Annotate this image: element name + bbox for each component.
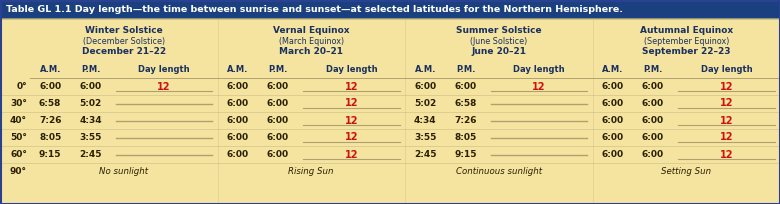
Text: 12: 12	[720, 99, 733, 109]
Text: 6:00: 6:00	[227, 133, 249, 142]
Text: 12: 12	[345, 150, 358, 160]
Text: Winter Solstice: Winter Solstice	[85, 26, 162, 35]
Text: 6:00: 6:00	[227, 99, 249, 108]
Text: 12: 12	[345, 82, 358, 92]
Text: 6:00: 6:00	[227, 82, 249, 91]
Text: 60°: 60°	[10, 150, 27, 159]
Text: 6:00: 6:00	[601, 133, 624, 142]
Text: December 21–22: December 21–22	[82, 47, 166, 56]
Text: 9:15: 9:15	[39, 150, 62, 159]
Text: 4:34: 4:34	[414, 116, 437, 125]
Text: 30°: 30°	[10, 99, 27, 108]
Text: 12: 12	[532, 82, 546, 92]
Text: 12: 12	[720, 133, 733, 143]
Text: Day length: Day length	[138, 65, 190, 74]
Text: 3:55: 3:55	[414, 133, 436, 142]
Text: 6:58: 6:58	[39, 99, 62, 108]
Text: 6:00: 6:00	[601, 150, 624, 159]
Text: 6:00: 6:00	[80, 82, 101, 91]
Text: Autumnal Equinox: Autumnal Equinox	[640, 26, 733, 35]
Text: 6:00: 6:00	[267, 82, 289, 91]
Text: A.M.: A.M.	[227, 65, 248, 74]
Text: Continuous sunlight: Continuous sunlight	[456, 167, 542, 176]
Text: 6:00: 6:00	[642, 82, 664, 91]
Text: 6:00: 6:00	[601, 82, 624, 91]
Text: 50°: 50°	[10, 133, 27, 142]
Text: September 22–23: September 22–23	[642, 47, 731, 56]
Text: (June Solstice): (June Solstice)	[470, 37, 527, 46]
Text: A.M.: A.M.	[40, 65, 61, 74]
Text: June 20–21: June 20–21	[471, 47, 526, 56]
Text: (September Equinox): (September Equinox)	[644, 37, 729, 46]
Text: 12: 12	[720, 115, 733, 125]
Text: 6:00: 6:00	[455, 82, 477, 91]
Text: 6:00: 6:00	[601, 116, 624, 125]
Text: 8:05: 8:05	[39, 133, 62, 142]
Text: 12: 12	[158, 82, 171, 92]
Text: Rising Sun: Rising Sun	[289, 167, 334, 176]
Text: P.M.: P.M.	[644, 65, 663, 74]
Text: 8:05: 8:05	[454, 133, 477, 142]
Text: 7:26: 7:26	[454, 116, 477, 125]
Text: 6:00: 6:00	[414, 82, 436, 91]
Text: 6:00: 6:00	[227, 150, 249, 159]
Text: 40°: 40°	[10, 116, 27, 125]
Text: 0°: 0°	[16, 82, 27, 91]
Text: 3:55: 3:55	[80, 133, 101, 142]
Text: Day length: Day length	[326, 65, 378, 74]
Text: Summer Solstice: Summer Solstice	[456, 26, 541, 35]
Text: 6:00: 6:00	[39, 82, 61, 91]
Text: 7:26: 7:26	[39, 116, 62, 125]
Text: A.M.: A.M.	[602, 65, 623, 74]
Text: 6:00: 6:00	[267, 150, 289, 159]
Text: 6:00: 6:00	[227, 116, 249, 125]
Bar	[0, 0, 780, 18]
Text: Table GL 1.1 Day length—the time between sunrise and sunset—at selected latitude: Table GL 1.1 Day length—the time between…	[6, 4, 623, 13]
Text: 4:34: 4:34	[79, 116, 101, 125]
Text: Day length: Day length	[700, 65, 753, 74]
Text: 2:45: 2:45	[80, 150, 101, 159]
Text: P.M.: P.M.	[81, 65, 100, 74]
Text: 5:02: 5:02	[80, 99, 101, 108]
Text: 2:45: 2:45	[414, 150, 436, 159]
Text: March 20–21: March 20–21	[279, 47, 343, 56]
Text: 12: 12	[720, 82, 733, 92]
Text: P.M.: P.M.	[268, 65, 288, 74]
Text: 12: 12	[345, 115, 358, 125]
Text: 6:00: 6:00	[642, 116, 664, 125]
Text: Day length: Day length	[513, 65, 565, 74]
Text: No sunlight: No sunlight	[99, 167, 148, 176]
Text: 12: 12	[720, 150, 733, 160]
Text: 6:00: 6:00	[642, 133, 664, 142]
Text: 12: 12	[345, 99, 358, 109]
Text: A.M.: A.M.	[414, 65, 436, 74]
Text: 6:00: 6:00	[642, 150, 664, 159]
Text: 6:00: 6:00	[267, 133, 289, 142]
Text: Vernal Equinox: Vernal Equinox	[273, 26, 349, 35]
Text: (March Equinox): (March Equinox)	[278, 37, 344, 46]
Text: P.M.: P.M.	[456, 65, 475, 74]
Text: 6:00: 6:00	[601, 99, 624, 108]
Text: Setting Sun: Setting Sun	[661, 167, 711, 176]
Text: 90°: 90°	[10, 167, 27, 176]
Text: 9:15: 9:15	[454, 150, 477, 159]
Text: 6:00: 6:00	[267, 99, 289, 108]
Text: 6:58: 6:58	[454, 99, 477, 108]
Text: 5:02: 5:02	[414, 99, 436, 108]
Text: 6:00: 6:00	[642, 99, 664, 108]
Text: 6:00: 6:00	[267, 116, 289, 125]
Text: (December Solstice): (December Solstice)	[83, 37, 165, 46]
Text: 12: 12	[345, 133, 358, 143]
